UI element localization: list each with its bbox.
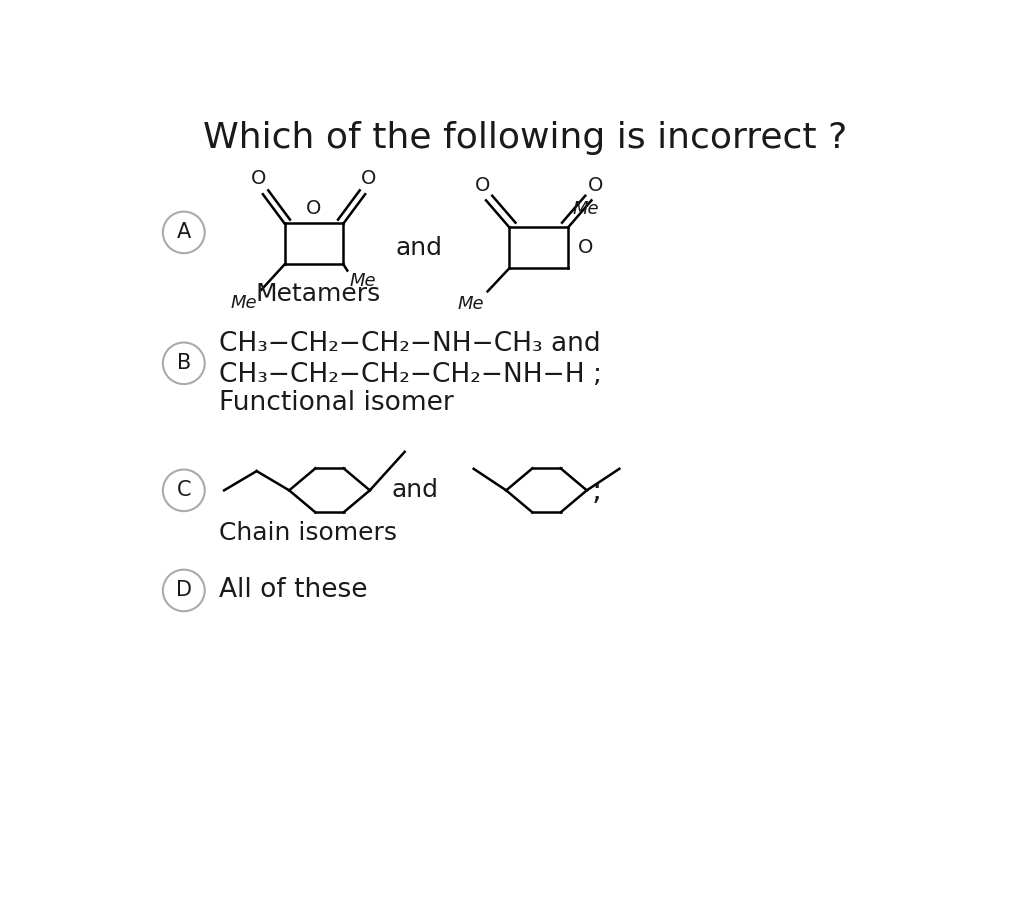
Text: Which of the following is incorrect ?: Which of the following is incorrect ? — [203, 121, 847, 156]
Text: Me: Me — [230, 294, 257, 312]
Text: Me: Me — [572, 200, 599, 218]
Text: Chain isomers: Chain isomers — [219, 521, 397, 545]
Text: and: and — [391, 479, 438, 502]
Text: CH₃−CH₂−CH₂−NH−CH₃ and: CH₃−CH₂−CH₂−NH−CH₃ and — [219, 331, 601, 357]
Text: CH₃−CH₂−CH₂−CH₂−NH−H ;: CH₃−CH₂−CH₂−CH₂−NH−H ; — [219, 362, 602, 388]
Text: Me: Me — [458, 295, 484, 313]
Text: O: O — [361, 169, 377, 188]
Text: Functional isomer: Functional isomer — [219, 390, 455, 417]
Text: O: O — [578, 238, 593, 258]
Text: C: C — [176, 480, 191, 501]
Text: ;: ; — [592, 476, 602, 505]
Text: B: B — [177, 353, 190, 373]
Text: O: O — [588, 176, 603, 195]
Text: O: O — [474, 176, 489, 195]
Text: Metamers: Metamers — [256, 282, 381, 306]
Text: O: O — [251, 169, 266, 188]
Text: Me: Me — [349, 272, 376, 290]
Text: and: and — [395, 236, 442, 259]
Text: A: A — [177, 222, 190, 242]
Text: D: D — [176, 581, 191, 601]
Text: O: O — [306, 199, 322, 218]
Text: All of these: All of these — [219, 578, 368, 603]
